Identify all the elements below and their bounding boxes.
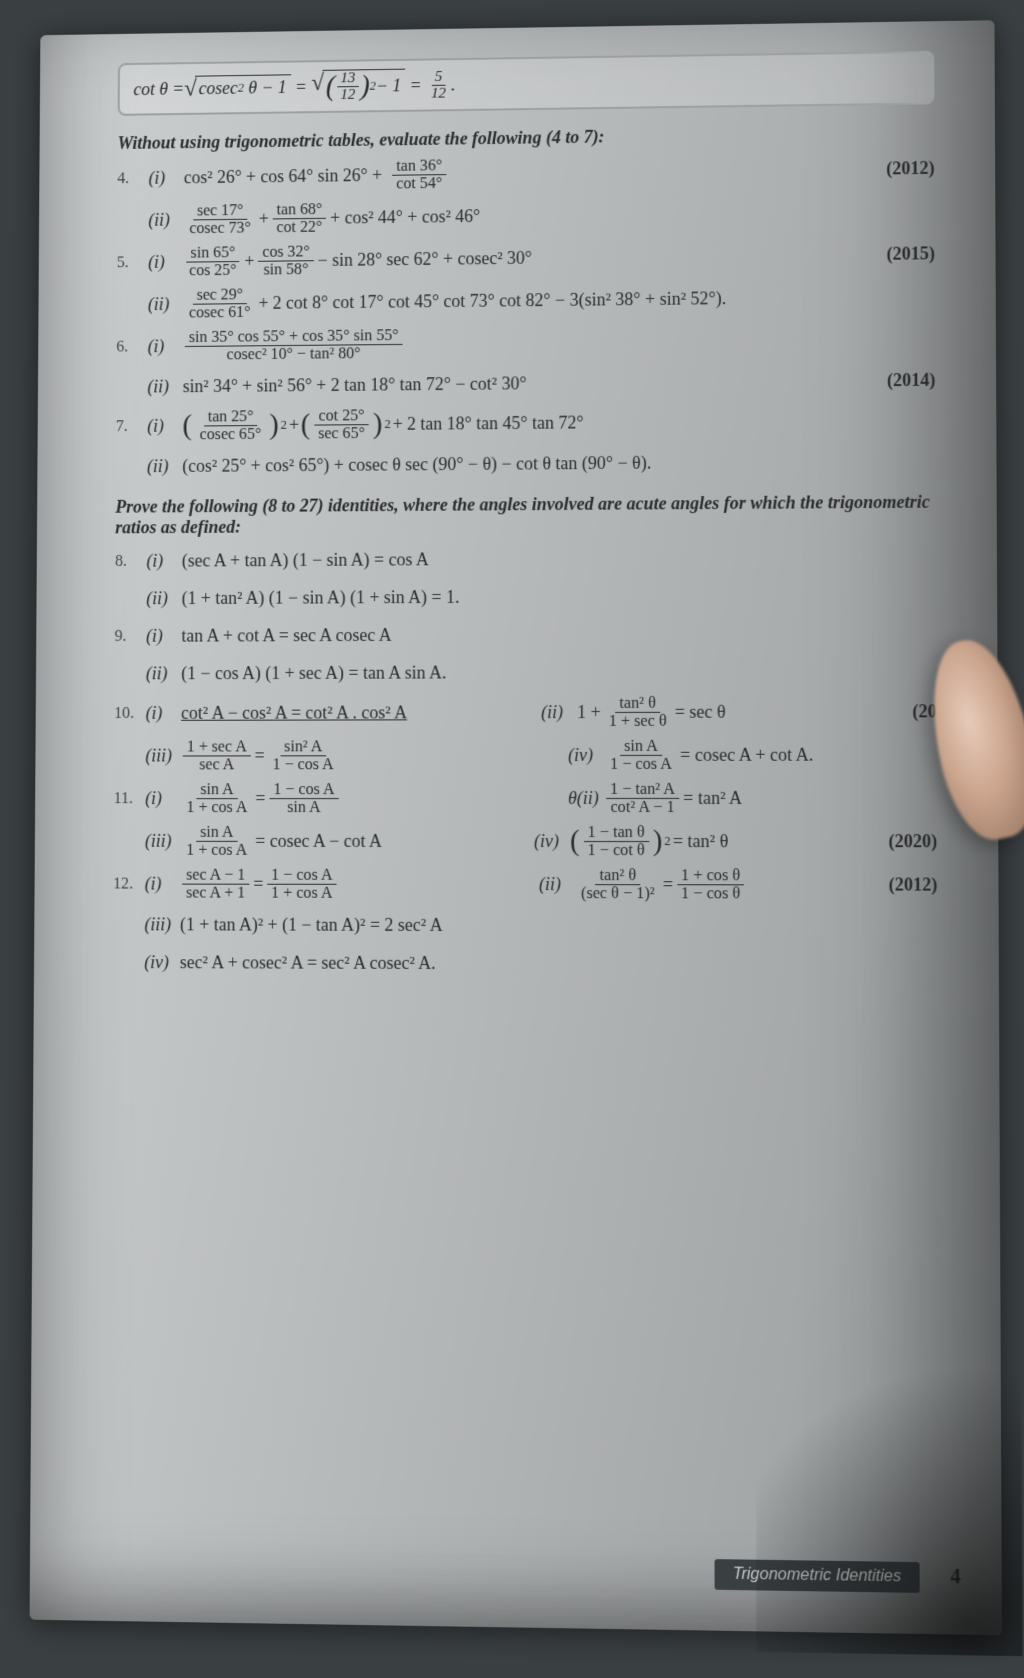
q12-iv: (iv)sec² A + cosec² A = sec² A cosec² A. — [113, 947, 938, 979]
lhs: cot θ = — [133, 78, 184, 99]
shadow-corner — [756, 1325, 1023, 1656]
q5-ii: (ii) sec 29°cosec 61° + 2 cot 8° cot 17°… — [116, 279, 935, 322]
q8-i: 8.(i)(sec A + tan A) (1 − sin A) = cos A — [115, 542, 936, 576]
q4-ii: (ii) sec 17°cosec 73° + tan 68°cot 22° +… — [117, 194, 935, 238]
q10-row1: 10.(i) cot² A − cos² A = cot² A . cos² A… — [114, 694, 937, 731]
sqrt1: cosec2 θ − 1 — [184, 74, 291, 102]
q8-ii: (ii)(1 + tan² A) (1 − sin A) (1 + sin A)… — [115, 580, 937, 613]
q5-i: 5.(i) sin 65°cos 25° + cos 32°sin 58° − … — [117, 236, 935, 280]
q12-iii: (iii)(1 + tan A)² + (1 − tan A)² = 2 sec… — [113, 909, 938, 941]
q11-row2: (iii) sin A1 + cos A = cosec A − cot A (… — [113, 824, 937, 859]
q10-row2: (iii) 1 + sec Asec A = sin² A1 − cos A (… — [114, 738, 937, 774]
frac-5-12: 512 — [428, 69, 449, 102]
textbook-page: cot θ = cosec2 θ − 1 = (1312)2 − 1 = 512… — [30, 20, 1002, 1635]
heading-8to27: Prove the following (8 to 27) identities… — [115, 492, 936, 539]
q9-ii: (ii)(1 − cos A) (1 + sec A) = tan A sin … — [114, 656, 936, 688]
sqrt2: (1312)2 − 1 — [311, 69, 405, 104]
q9-i: 9.(i)tan A + cot A = sec A cosec A — [115, 618, 937, 651]
heading-4to7: Without using trigonometric tables, eval… — [117, 122, 934, 154]
q11-row1: 11.(i) sin A1 + cos A = 1 − cos Asin A θ… — [114, 781, 938, 816]
q6-i: 6.(i) sin 35° cos 55° + cos 35° sin 55°c… — [116, 322, 935, 364]
q12-row1: 12.(i) sec A − 1sec A + 1 = 1 − cos A1 +… — [113, 867, 937, 903]
q7-ii: (ii) (cos² 25° + cos² 65°) + cosec θ sec… — [116, 446, 936, 482]
chapter-badge: Trigonometric Identities — [714, 1559, 919, 1593]
formula-box: cot θ = cosec2 θ − 1 = (1312)2 − 1 = 512… — [118, 51, 935, 116]
q4-i: 4.(i) cos² 26° + cos 64° sin 26° + tan 3… — [117, 151, 934, 196]
q7-i: 7.(i) (tan 25°cosec 65°)2 + (cot 25°sec … — [116, 403, 936, 444]
q6-ii: (ii) sin² 34° + sin² 56° + 2 tan 18° tan… — [116, 365, 935, 402]
page-number: 4 — [950, 1566, 960, 1590]
